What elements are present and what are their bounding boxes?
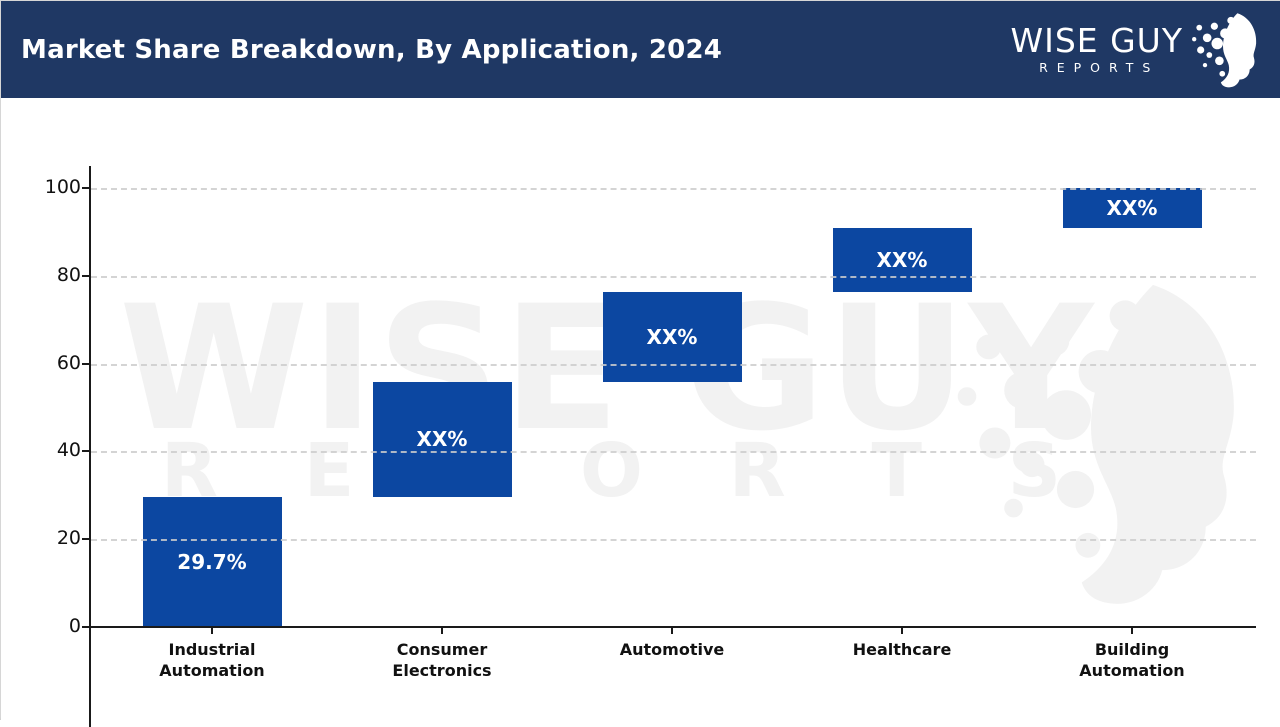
category-label-consumer-electronics: Consumer Electronics — [392, 640, 492, 680]
y-axis-spine — [89, 166, 91, 727]
logo-subtitle: REPORTS — [1039, 60, 1160, 75]
x-tick-mark-4 — [1131, 628, 1133, 634]
y-tick-label-20: 20 — [56, 527, 81, 550]
bar-value-label: XX% — [416, 427, 468, 452]
category-label-industrial-automation: Industrial Automation — [159, 640, 265, 680]
page-title: Market Share Breakdown, By Application, … — [21, 34, 723, 65]
bar-consumer-electronics: XX% — [372, 382, 512, 497]
category-label-healthcare: Healthcare — [852, 640, 952, 659]
chart-plot-area: WISE GUY R E P O R T S 0 20 40 60 80 100 29.7%… — [1, 98, 1280, 727]
x-tick-mark-2 — [671, 628, 673, 634]
logo-wordmark: WISE GUY — [1010, 21, 1183, 60]
y-tick-label-40: 40 — [56, 439, 81, 462]
y-tick-mark-100 — [82, 187, 90, 189]
wise-guy-reports-logo: WISE GUY REPORTS — [1010, 10, 1259, 90]
y-tick-mark-40 — [82, 450, 90, 453]
category-label-building-automation: Building Automation — [1079, 640, 1185, 680]
x-tick-mark-0 — [211, 628, 213, 634]
y-tick-label-0: 0 — [68, 615, 81, 637]
logo-text: WISE GUY REPORTS — [1010, 24, 1183, 75]
x-tick-mark-3 — [901, 628, 903, 634]
y-tick-mark-60 — [82, 362, 90, 365]
y-tick-label-80: 80 — [56, 263, 81, 286]
bar-building-automation: XX% — [1062, 188, 1202, 228]
logo-head-dots-icon — [1192, 12, 1257, 87]
bar-healthcare: XX% — [832, 227, 972, 293]
y-tick-label-60: 60 — [56, 351, 81, 374]
y-tick-label-100: 100 — [44, 176, 81, 198]
y-tick-mark-0 — [82, 626, 90, 628]
bar-value-label: 29.7% — [177, 549, 247, 574]
watermark-subtitle: R E P O R T S — [161, 428, 1092, 514]
gridline-20 — [91, 539, 1256, 542]
gridline-40 — [91, 451, 1256, 454]
y-tick-mark-80 — [82, 274, 90, 277]
bar-value-label: XX% — [1106, 195, 1158, 220]
y-tick-mark-20 — [82, 538, 90, 541]
x-axis-spine — [89, 626, 1256, 628]
x-tick-mark-1 — [441, 628, 443, 634]
bar-industrial-automation: 29.7% — [142, 496, 282, 627]
bar-automotive: XX% — [602, 292, 742, 383]
header-bar: Market Share Breakdown, By Application, … — [1, 1, 1280, 98]
bar-value-label: XX% — [876, 248, 928, 273]
gridline-80 — [91, 275, 1256, 278]
bar-value-label: XX% — [646, 325, 698, 350]
category-label-automotive: Automotive — [619, 640, 725, 659]
gridline-100 — [91, 188, 1256, 190]
gridline-60 — [91, 363, 1256, 366]
